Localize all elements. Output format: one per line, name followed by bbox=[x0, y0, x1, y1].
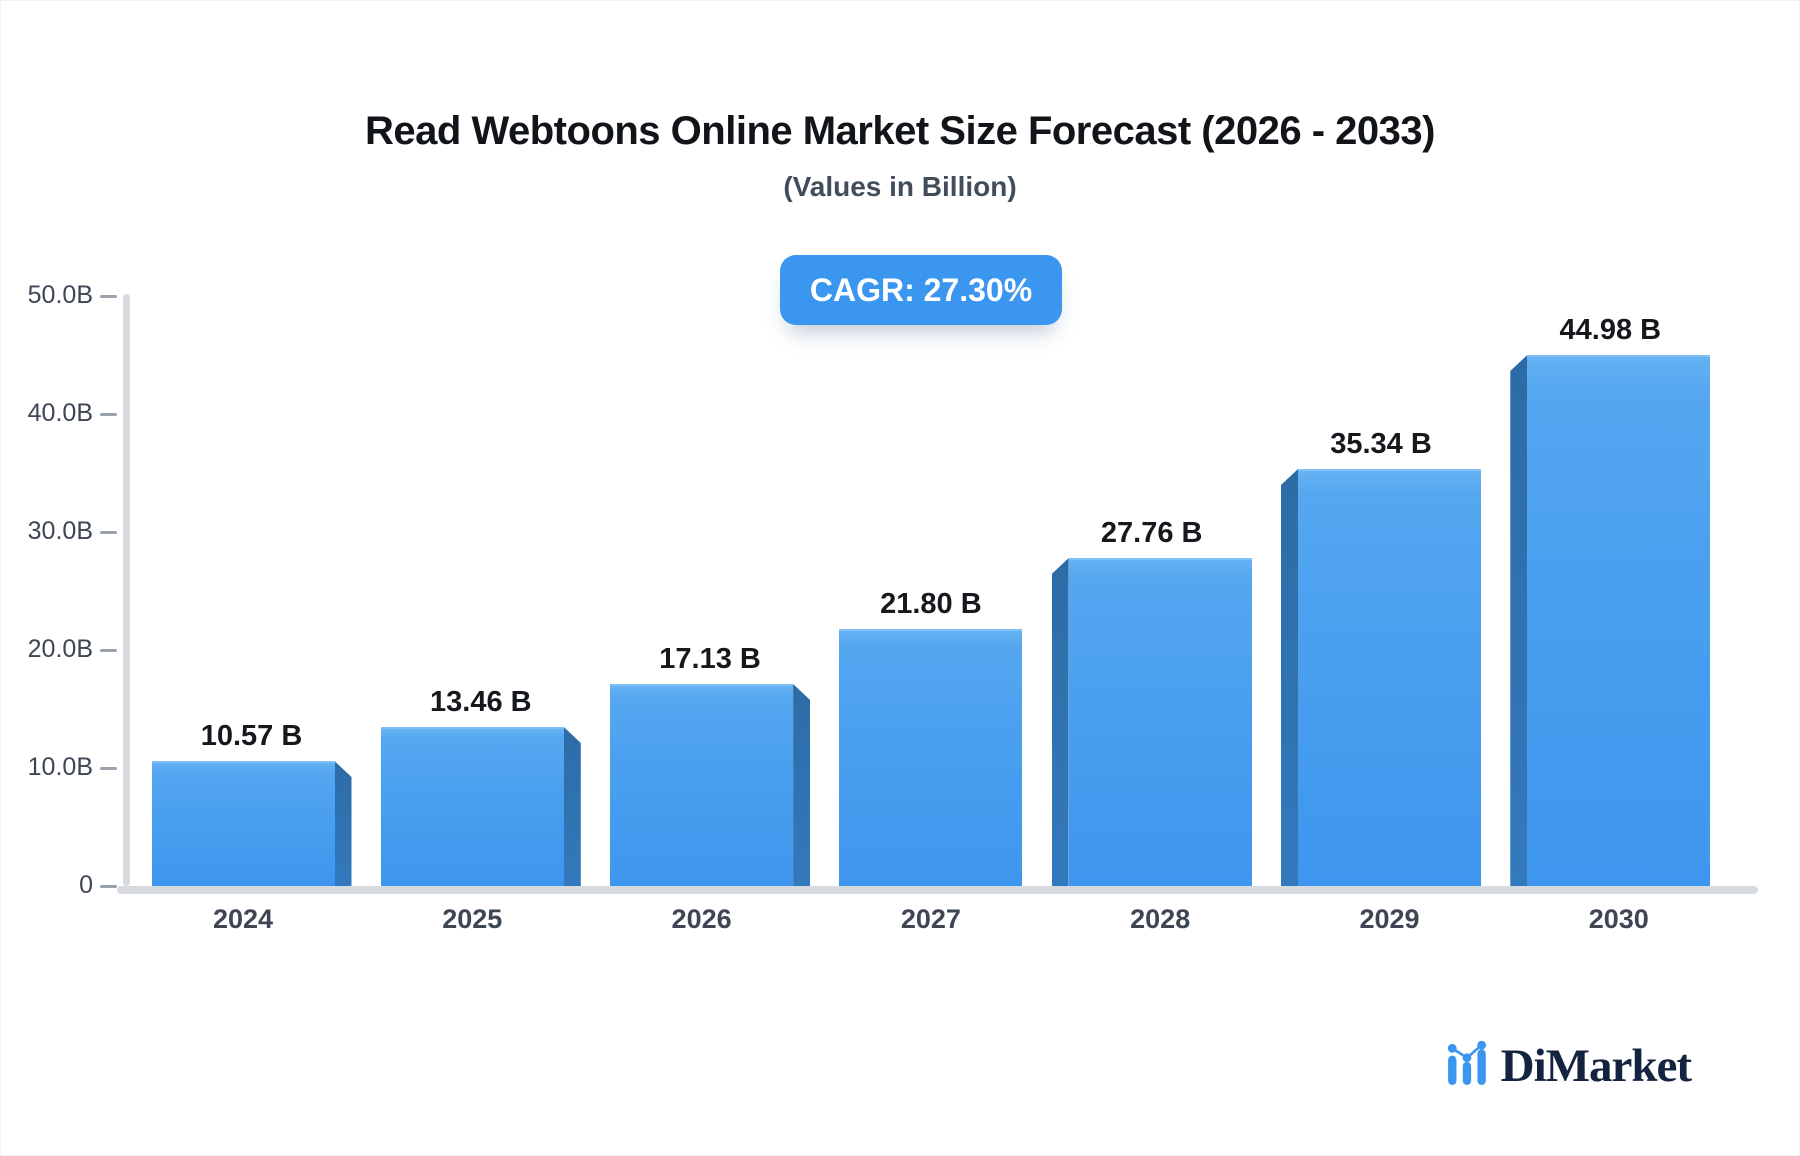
brand-name: DiMarket bbox=[1500, 1040, 1692, 1092]
bar-value-label: 35.34 B bbox=[1330, 428, 1432, 460]
bar-side-2028 bbox=[1051, 558, 1069, 886]
y-tick-label: 40.0B bbox=[27, 399, 93, 427]
bar-value-label: 13.46 B bbox=[430, 686, 532, 718]
bar-side-2029 bbox=[1281, 469, 1298, 886]
cagr-badge: CAGR: 27.30% bbox=[780, 255, 1062, 325]
y-tick-label: 30.0B bbox=[27, 517, 93, 545]
y-axis-line bbox=[123, 294, 130, 886]
y-tick-mark bbox=[100, 530, 117, 534]
x-axis-baseline bbox=[117, 886, 1758, 894]
x-axis-label-2030: 2030 bbox=[1588, 904, 1649, 934]
bar-value-label: 10.57 B bbox=[200, 720, 303, 752]
bar-2028 bbox=[1068, 558, 1252, 886]
x-axis-label-2027: 2027 bbox=[900, 904, 961, 934]
bar-2027 bbox=[839, 629, 1023, 886]
bar-side-2026 bbox=[793, 684, 811, 886]
y-tick-label: 10.0B bbox=[27, 753, 93, 781]
y-tick-mark bbox=[100, 294, 117, 298]
bar-value-label: 21.80 B bbox=[880, 588, 982, 620]
y-tick-label: 0 bbox=[79, 871, 93, 899]
x-axis-label-2025: 2025 bbox=[442, 904, 503, 934]
y-tick-mark bbox=[100, 648, 117, 652]
bar-value-label: 17.13 B bbox=[659, 643, 761, 675]
y-tick-mark bbox=[100, 884, 117, 888]
bar-chart-logo-icon bbox=[1447, 1040, 1488, 1090]
brand-logo: DiMarket bbox=[1447, 1040, 1692, 1092]
bar-2030 bbox=[1527, 355, 1711, 886]
bar-side-2024 bbox=[334, 761, 352, 886]
bar-2026 bbox=[610, 684, 794, 886]
bar-2024 bbox=[151, 761, 335, 886]
plot-area: 10.57 B 13.46 B 17.13 B 21.80 B 27.76 B 35.34… bbox=[131, 296, 1751, 886]
chart-subtitle: (Values in Billion) bbox=[783, 171, 1017, 202]
x-axis-label-2029: 2029 bbox=[1359, 904, 1420, 934]
bar-side-2030 bbox=[1510, 355, 1528, 886]
bar-value-label: 27.76 B bbox=[1100, 517, 1203, 549]
x-axis-label-2024: 2024 bbox=[212, 904, 274, 934]
bar-2029 bbox=[1298, 469, 1481, 886]
chart-title: Read Webtoons Online Market Size Forecas… bbox=[365, 109, 1435, 153]
y-tick-label: 20.0B bbox=[27, 635, 93, 663]
x-axis-label-2026: 2026 bbox=[671, 904, 732, 934]
y-tick-mark bbox=[100, 766, 117, 770]
y-tick-label: 50.0B bbox=[27, 281, 93, 309]
y-tick-mark bbox=[100, 412, 117, 416]
bar-side-2025 bbox=[563, 727, 581, 886]
x-axis-label-2028: 2028 bbox=[1130, 904, 1191, 934]
bar-2025 bbox=[380, 727, 564, 886]
bar-value-label: 44.98 B bbox=[1559, 314, 1662, 346]
